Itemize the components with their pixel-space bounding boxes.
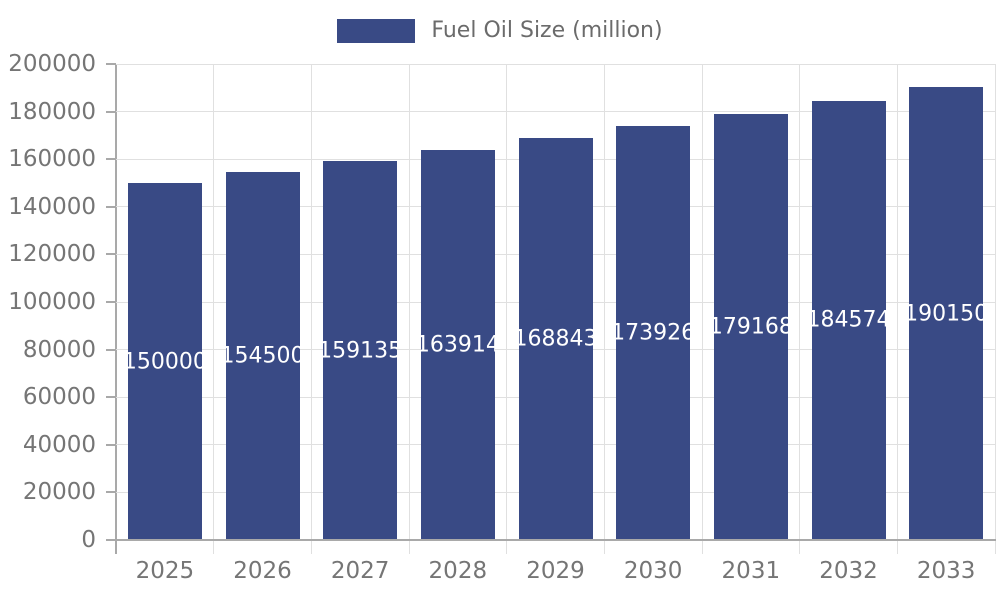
bar-value-label: 154500 <box>225 343 300 369</box>
y-tick <box>106 396 116 399</box>
y-tick-label: 100000 <box>8 289 96 315</box>
bar-2032: 184574 <box>811 100 886 540</box>
y-axis-line <box>115 64 117 554</box>
x-gridline <box>701 64 703 554</box>
bar-value-label: 163914 <box>420 332 495 358</box>
y-tick <box>106 253 116 256</box>
y-tick-label: 120000 <box>8 241 96 268</box>
plot-area: 0 20000 40000 60000 80000 100000 120000 140000 1… <box>8 51 996 584</box>
y-gridline <box>116 111 995 113</box>
x-gridline <box>994 64 996 554</box>
y-tick <box>106 491 116 494</box>
x-tick-label-2025: 2025 <box>135 558 195 584</box>
bar-2029: 168843 <box>518 138 593 540</box>
y-tick <box>106 301 116 303</box>
y-gridline <box>116 63 995 65</box>
x-tick-label-2033: 2033 <box>916 558 976 584</box>
x-tick-label-2029: 2029 <box>526 558 585 584</box>
x-tick-label-2032: 2032 <box>819 558 878 584</box>
y-tick <box>106 110 116 113</box>
y-tick-label: 20000 <box>22 479 96 506</box>
x-tick-label-2031: 2031 <box>721 558 781 584</box>
bar-value-label: 190150 <box>909 301 984 327</box>
bar-value-label: 173926 <box>616 320 691 346</box>
y-tick-label: 140000 <box>8 193 96 220</box>
legend: Fuel Oil Size (million) <box>0 16 1000 46</box>
x-tick-label-2028: 2028 <box>428 558 488 584</box>
y-tick-label: 0 <box>81 527 96 553</box>
x-tick-label-2027: 2027 <box>330 558 390 584</box>
y-tick <box>106 539 116 541</box>
y-tick-label: 80000 <box>22 336 96 363</box>
y-tick-label: 40000 <box>22 431 96 458</box>
y-tick <box>106 205 116 208</box>
bar-value-label: 179168 <box>713 314 788 340</box>
x-gridline <box>310 64 312 554</box>
y-tick <box>106 348 116 351</box>
legend-label: Fuel Oil Size (million) <box>431 18 663 43</box>
x-gridline <box>408 64 410 554</box>
bar-value-label: 150000 <box>127 349 202 374</box>
bar-2028: 163914 <box>420 149 495 540</box>
legend-swatch <box>337 19 416 43</box>
x-tick-label-2030: 2030 <box>623 558 683 584</box>
bar-value-label: 168843 <box>518 326 593 352</box>
x-tick-label-2026: 2026 <box>233 558 292 584</box>
y-tick-label: 200000 <box>8 51 96 77</box>
bar-2031: 179168 <box>713 113 788 540</box>
y-tick-label: 160000 <box>8 146 96 173</box>
x-gridline <box>799 64 801 554</box>
x-gridline <box>896 64 898 554</box>
y-tick-label: 60000 <box>22 384 96 411</box>
bar-value-label: 159135 <box>323 338 398 364</box>
bar-2027: 159135 <box>323 161 398 540</box>
y-tick <box>106 158 116 161</box>
bar-2025: 150000 <box>127 183 202 540</box>
bar-2033: 190150 <box>909 87 984 540</box>
bar-2026: 154500 <box>225 172 300 540</box>
x-gridline <box>603 64 605 554</box>
x-axis-line <box>115 539 996 541</box>
y-tick <box>106 443 116 446</box>
y-tick-label: 180000 <box>8 98 96 125</box>
bar-value-label: 184574 <box>811 307 886 333</box>
x-gridline <box>506 64 508 554</box>
bar-2030: 173926 <box>616 126 691 540</box>
x-gridline <box>213 64 215 554</box>
y-tick <box>106 63 116 65</box>
